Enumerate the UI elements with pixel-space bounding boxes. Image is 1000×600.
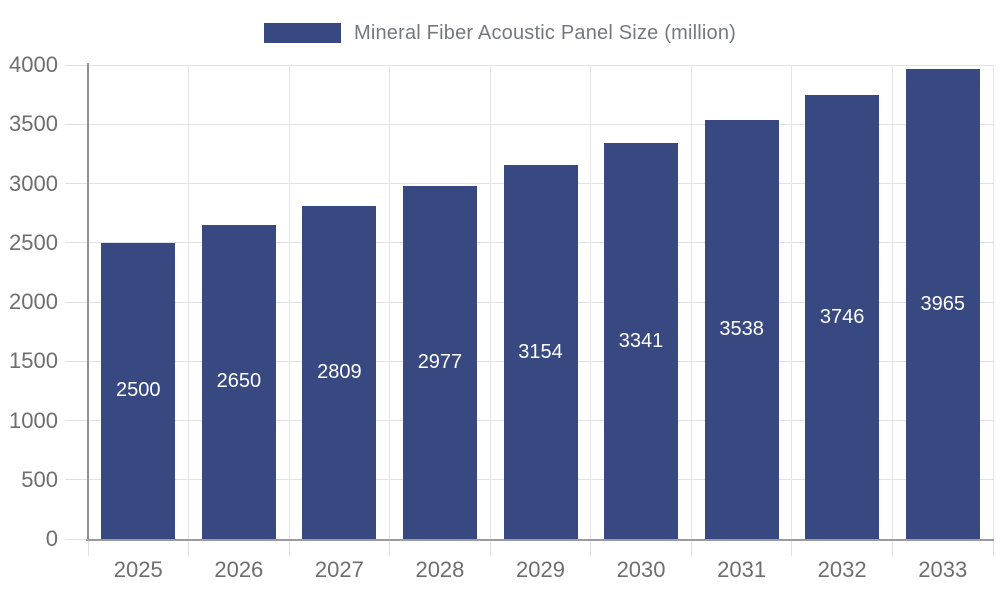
bar-value-label: 3538 bbox=[719, 317, 764, 340]
bar-2028: 2977 bbox=[402, 186, 477, 539]
bar-2033: 3965 bbox=[905, 69, 980, 539]
gridline-vertical bbox=[791, 65, 793, 539]
y-axis-tick bbox=[65, 183, 88, 184]
x-axis-tick bbox=[188, 540, 190, 556]
x-axis-tick bbox=[791, 540, 793, 556]
y-tick-label: 3000 bbox=[9, 170, 58, 196]
x-axis-tick bbox=[389, 540, 391, 556]
x-axis-tick bbox=[690, 540, 692, 556]
legend-label: Mineral Fiber Acoustic Panel Size (milli… bbox=[353, 21, 737, 44]
x-tick-label: 2028 bbox=[415, 557, 465, 582]
bar-2029: 3154 bbox=[503, 165, 578, 539]
gridline-vertical bbox=[891, 65, 893, 539]
legend-swatch bbox=[263, 23, 341, 43]
bar-value-label: 3746 bbox=[819, 305, 865, 328]
bar-2032: 3746 bbox=[805, 95, 880, 539]
y-axis-tick bbox=[65, 64, 88, 66]
gridline-vertical bbox=[590, 65, 592, 539]
x-tick-label: 2029 bbox=[516, 557, 565, 582]
x-tick-label: 2031 bbox=[717, 557, 767, 582]
bar-2031: 3538 bbox=[704, 119, 779, 539]
gridline-vertical bbox=[489, 65, 491, 539]
x-axis-tick bbox=[891, 540, 893, 556]
bar-2025: 2500 bbox=[101, 242, 176, 539]
x-axis-tick bbox=[590, 540, 592, 556]
bar-2027: 2809 bbox=[302, 206, 377, 539]
x-tick-label: 2027 bbox=[314, 557, 364, 582]
y-axis-tick bbox=[65, 242, 88, 244]
x-tick-label: 2026 bbox=[214, 557, 264, 582]
gridline-vertical bbox=[992, 65, 994, 539]
bar-2026: 2650 bbox=[201, 224, 276, 539]
bar-2030: 3341 bbox=[604, 143, 679, 539]
y-axis-tick bbox=[65, 538, 88, 540]
y-axis-tick bbox=[65, 301, 88, 303]
gridline-vertical bbox=[690, 65, 692, 539]
y-axis-tick bbox=[65, 123, 88, 125]
gridline-vertical bbox=[288, 65, 290, 539]
bar-value-label: 2650 bbox=[216, 370, 262, 393]
gridline-vertical bbox=[188, 65, 190, 539]
x-tick-label: 2030 bbox=[616, 557, 666, 582]
y-tick-label: 0 bbox=[45, 526, 58, 551]
x-axis-tick bbox=[288, 540, 290, 556]
y-axis-tick bbox=[65, 360, 88, 362]
y-tick-label: 2000 bbox=[9, 289, 58, 314]
y-tick-label: 500 bbox=[21, 466, 58, 492]
bar-value-label: 3341 bbox=[618, 329, 664, 352]
y-tick-label: 2500 bbox=[9, 229, 58, 255]
legend[interactable]: Mineral Fiber Acoustic Panel Size (milli… bbox=[0, 13, 1000, 53]
y-tick-label: 3500 bbox=[9, 111, 58, 137]
x-axis-tick bbox=[87, 540, 89, 556]
bar-value-label: 3154 bbox=[518, 340, 563, 363]
bar-value-label: 2500 bbox=[116, 379, 161, 402]
gridline-horizontal bbox=[88, 64, 993, 66]
y-tick-label: 4000 bbox=[9, 52, 58, 77]
y-axis-line bbox=[87, 63, 89, 541]
y-tick-label: 1000 bbox=[9, 407, 58, 433]
x-axis-tick bbox=[489, 540, 491, 556]
bar-value-label: 3965 bbox=[920, 292, 965, 315]
gridline-vertical bbox=[389, 65, 391, 539]
x-axis-tick bbox=[992, 540, 994, 556]
gridline-horizontal bbox=[88, 123, 993, 125]
x-axis-line bbox=[86, 539, 994, 541]
y-axis-tick bbox=[65, 420, 88, 421]
bar-value-label: 2809 bbox=[317, 361, 362, 384]
x-tick-label: 2032 bbox=[817, 557, 867, 582]
x-tick-label: 2025 bbox=[113, 557, 163, 582]
y-axis-tick bbox=[65, 479, 88, 481]
x-tick-label: 2033 bbox=[918, 557, 968, 582]
bar-value-label: 2977 bbox=[417, 351, 463, 374]
y-tick-label: 1500 bbox=[9, 348, 58, 374]
